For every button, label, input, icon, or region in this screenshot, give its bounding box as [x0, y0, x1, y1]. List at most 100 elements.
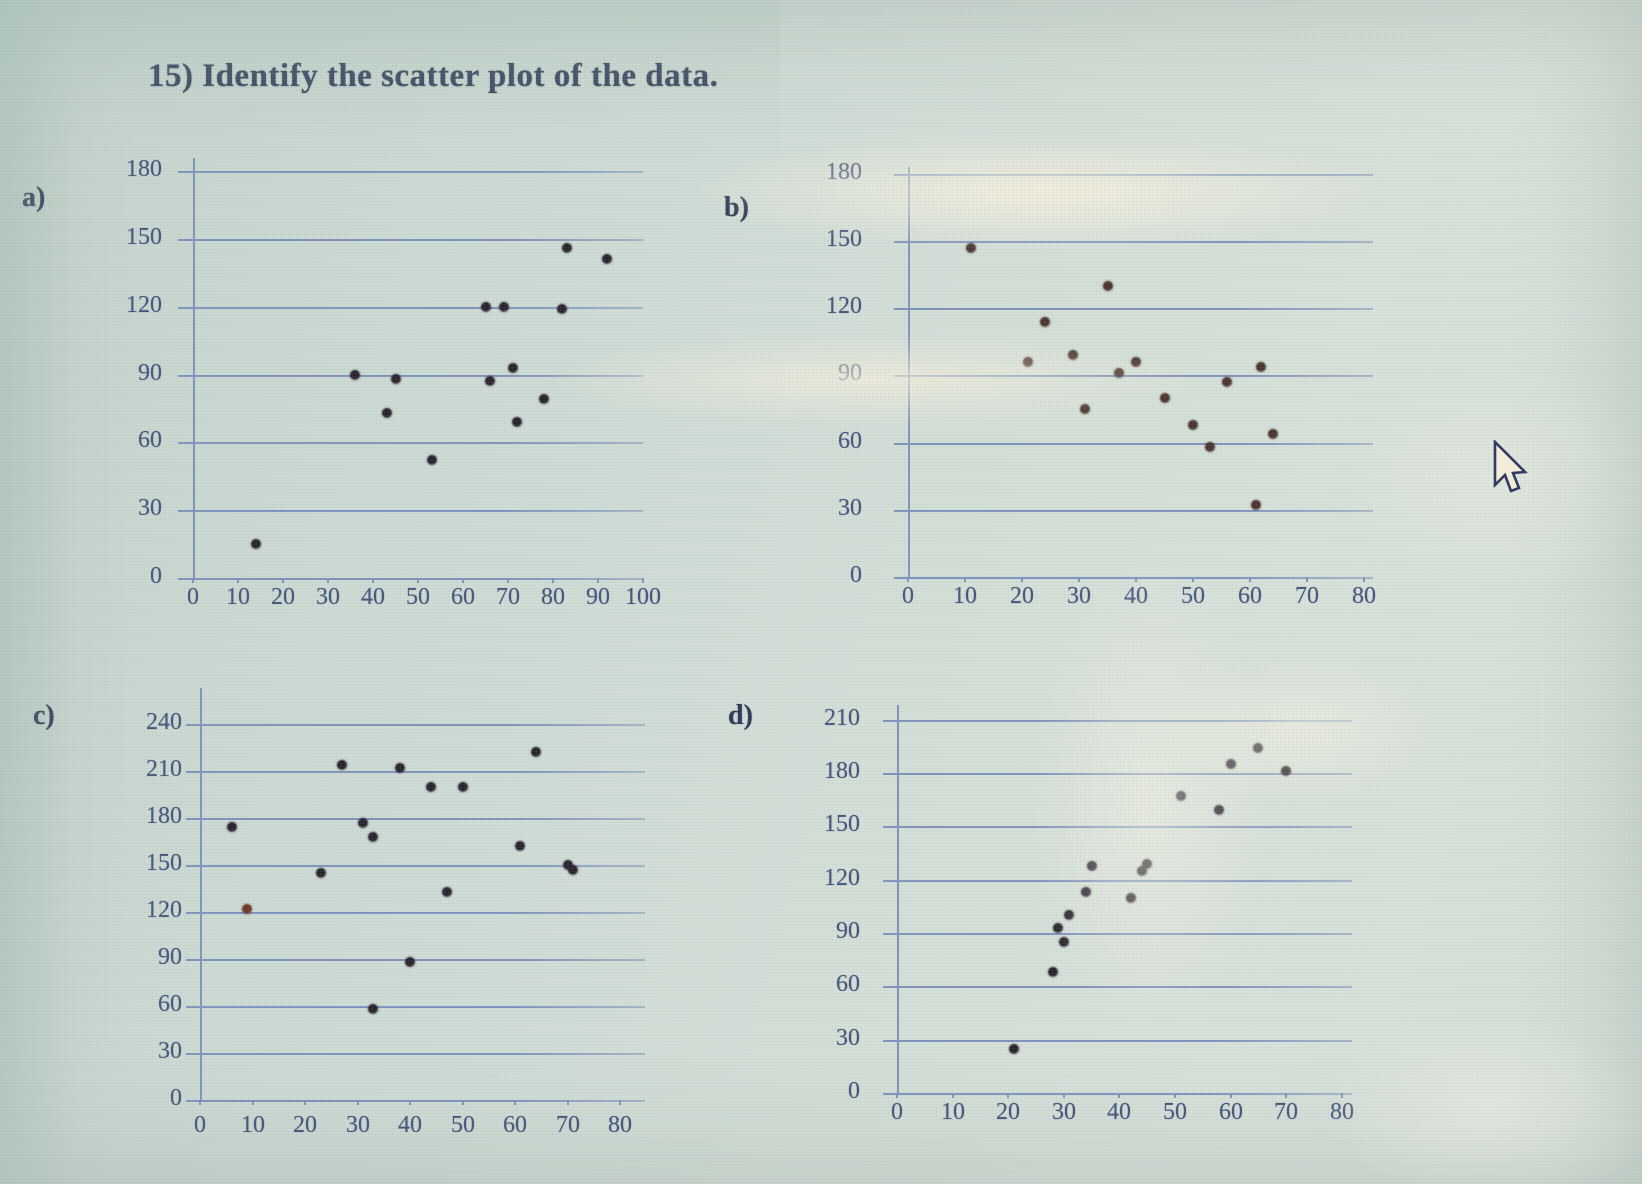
gridline-y-150: [193, 239, 643, 241]
data-point: [602, 254, 612, 265]
data-point: [1047, 967, 1058, 978]
x-tick-20: [282, 578, 284, 583]
y-tick-label-30: 30: [158, 1038, 182, 1064]
y-tick-0: [883, 1093, 897, 1095]
data-point: [368, 1004, 379, 1015]
data-point: [1188, 419, 1198, 430]
gridline-y-30: [193, 510, 643, 512]
data-point: [390, 374, 401, 385]
x-tick-label-10: 10: [953, 583, 977, 609]
y-tick-60: [894, 443, 908, 445]
data-point: [1022, 357, 1033, 368]
y-tick-210: [883, 720, 897, 722]
plot-a-letter: a): [22, 182, 46, 213]
y-tick-210: [186, 771, 200, 773]
y-tick-label-60: 60: [838, 428, 862, 454]
plot-b-letter: b): [724, 192, 749, 223]
y-tick-label-60: 60: [158, 991, 182, 1017]
x-tick-label-50: 50: [1181, 583, 1205, 609]
data-point: [485, 376, 495, 387]
x-tick-30: [327, 578, 329, 583]
data-point: [1058, 936, 1069, 947]
x-tick-label-20: 20: [293, 1112, 317, 1138]
y-tick-label-90: 90: [836, 918, 860, 944]
data-point: [531, 747, 541, 758]
y-tick-90: [186, 959, 200, 961]
x-tick-label-50: 50: [406, 584, 430, 610]
data-point: [1081, 887, 1092, 898]
x-tick-label-20: 20: [996, 1099, 1020, 1125]
x-tick-label-70: 70: [496, 584, 520, 610]
y-tick-label-180: 180: [824, 758, 860, 784]
gridline-y-90: [200, 959, 645, 961]
data-point: [405, 957, 415, 968]
x-tick-20: [304, 1100, 306, 1105]
x-tick-label-10: 10: [226, 584, 250, 610]
x-tick-80: [1341, 1093, 1343, 1098]
x-tick-label-10: 10: [241, 1112, 265, 1138]
gridline-y-60: [200, 1006, 645, 1008]
x-tick-0: [192, 578, 194, 583]
data-point: [567, 864, 578, 875]
data-point: [315, 867, 326, 878]
y-tick-label-150: 150: [126, 224, 162, 250]
y-tick-180: [186, 818, 200, 820]
x-tick-80: [552, 578, 554, 583]
x-tick-label-80: 80: [608, 1112, 632, 1138]
x-tick-10: [952, 1093, 954, 1098]
y-tick-label-150: 150: [146, 850, 182, 876]
plot-d-letter: d): [728, 700, 753, 731]
shade-left-edge: [0, 0, 80, 1184]
data-point: [507, 362, 518, 373]
x-tick-label-0: 0: [891, 1099, 903, 1125]
x-tick-10: [964, 577, 966, 582]
x-tick-label-70: 70: [1295, 583, 1319, 609]
y-tick-0: [186, 1100, 200, 1102]
x-tick-40: [1135, 577, 1137, 582]
data-point: [426, 455, 437, 466]
data-point: [394, 762, 405, 773]
y-tick-240: [186, 724, 200, 726]
data-point: [1205, 442, 1216, 453]
x-tick-30: [1063, 1093, 1065, 1098]
x-tick-20: [1021, 577, 1023, 582]
gridline-y-180: [193, 171, 643, 173]
data-point: [1053, 922, 1064, 933]
glare-mid-band: [555, 335, 1195, 425]
x-tick-label-50: 50: [451, 1112, 475, 1138]
x-tick-label-60: 60: [1238, 583, 1262, 609]
y-tick-label-120: 120: [826, 293, 862, 319]
gridline-y-60: [908, 443, 1373, 445]
x-tick-label-80: 80: [541, 584, 565, 610]
y-tick-150: [178, 239, 193, 241]
data-point: [426, 781, 436, 792]
x-tick-label-60: 60: [1219, 1099, 1243, 1125]
y-tick-label-90: 90: [838, 360, 862, 386]
x-tick-label-60: 60: [451, 584, 475, 610]
data-point: [381, 407, 392, 418]
x-tick-60: [1249, 577, 1251, 582]
x-tick-label-50: 50: [1163, 1099, 1187, 1125]
x-tick-10: [237, 578, 239, 583]
data-point: [1250, 500, 1261, 511]
y-tick-label-180: 180: [126, 156, 162, 182]
x-tick-50: [462, 1100, 464, 1105]
y-tick-label-150: 150: [824, 811, 860, 837]
gridline-y-90: [193, 375, 643, 377]
y-tick-30: [894, 510, 908, 512]
gridline-y-150: [897, 826, 1352, 828]
data-point: [1125, 892, 1136, 903]
x-tick-70: [567, 1100, 569, 1105]
data-point: [1039, 316, 1050, 327]
data-point: [1079, 404, 1090, 415]
x-tick-70: [1285, 1093, 1287, 1098]
data-point: [557, 303, 567, 314]
y-axis-line: [897, 705, 899, 1095]
y-tick-label-150: 150: [826, 226, 862, 252]
x-tick-label-30: 30: [316, 584, 340, 610]
y-tick-30: [178, 510, 193, 512]
x-tick-100: [642, 578, 644, 583]
data-point: [1214, 805, 1225, 816]
y-tick-150: [894, 241, 908, 243]
gridline-y-90: [897, 933, 1352, 935]
